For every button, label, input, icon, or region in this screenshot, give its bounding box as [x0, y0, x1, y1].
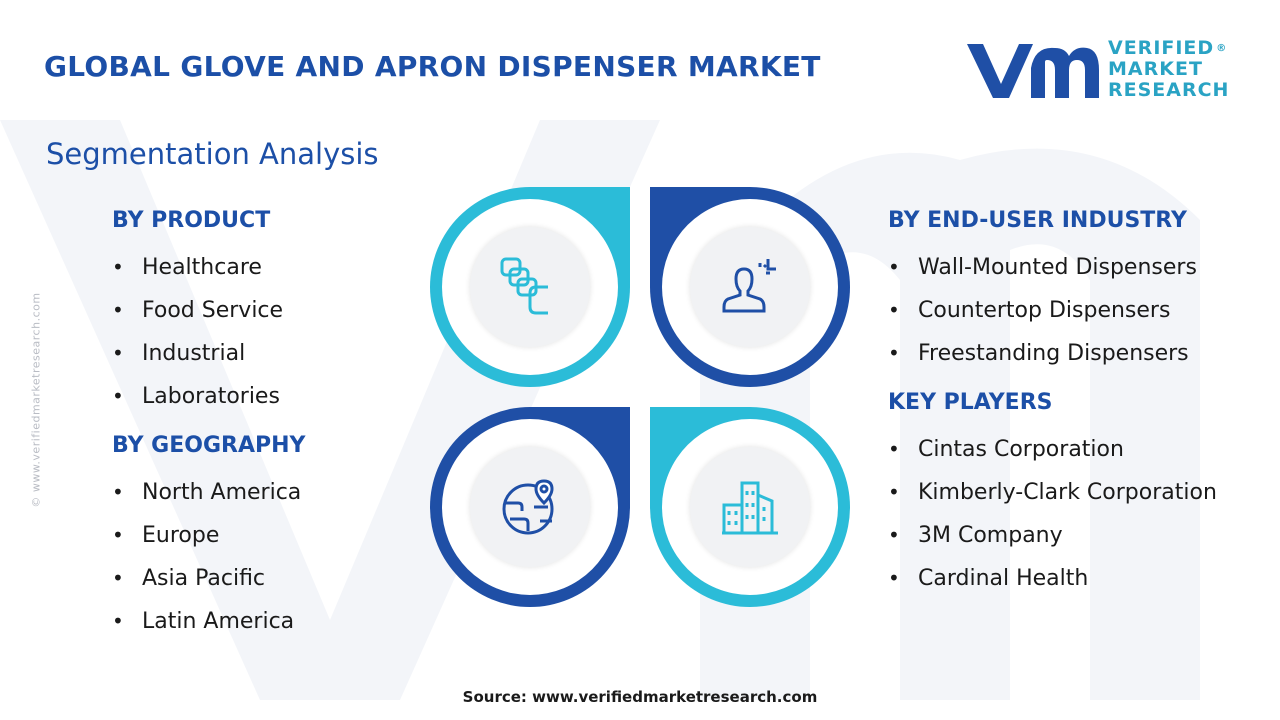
list-item: Food Service — [112, 289, 422, 332]
list-item: Latin America — [112, 600, 422, 643]
list-item: Kimberly-Clark Corporation — [888, 471, 1258, 514]
list-item: Countertop Dispensers — [888, 289, 1258, 332]
list-item: Asia Pacific — [112, 557, 422, 600]
list-item: Laboratories — [112, 375, 422, 418]
page-title: GLOBAL GLOVE AND APRON DISPENSER MARKET — [44, 50, 821, 83]
product-heading: BY PRODUCT — [112, 208, 271, 233]
list-item: 3M Company — [888, 514, 1258, 557]
logo-line-2: MARKET — [1108, 58, 1203, 80]
vmr-logo-icon — [967, 44, 1099, 98]
list-item: Cintas Corporation — [888, 428, 1258, 471]
geography-list: North America Europe Asia Pacific Latin … — [112, 471, 422, 643]
logo-line-3: RESEARCH — [1108, 79, 1230, 101]
quadrant-inner-circle — [690, 227, 810, 347]
quadrant-product — [430, 187, 630, 387]
list-item: North America — [112, 471, 422, 514]
geography-heading: BY GEOGRAPHY — [112, 433, 306, 458]
section-subtitle: Segmentation Analysis — [46, 137, 379, 171]
key-players-heading: KEY PLAYERS — [888, 390, 1053, 415]
user-profile-icon — [722, 259, 776, 313]
registered-mark: ® — [1216, 43, 1228, 54]
list-item: Freestanding Dispensers — [888, 332, 1258, 375]
end-user-list: Wall-Mounted Dispensers Countertop Dispe… — [888, 246, 1258, 375]
brand-logo: VERIFIED ® MARKET RESEARCH — [965, 36, 1235, 106]
right-segment-column: BY END-USER INDUSTRY Wall-Mounted Dispen… — [888, 203, 1258, 610]
buildings-icon — [722, 481, 778, 535]
list-item: Industrial — [112, 332, 422, 375]
quadrant-end-user — [650, 187, 850, 387]
globe-location-icon — [502, 479, 554, 535]
list-item: Cardinal Health — [888, 557, 1258, 600]
side-credit: © www.verifiedmarketresearch.com — [29, 292, 43, 508]
logo-line-1: VERIFIED — [1108, 37, 1215, 59]
key-players-list: Cintas Corporation Kimberly-Clark Corpor… — [888, 428, 1258, 600]
quadrant-inner-circle — [470, 447, 590, 567]
end-user-heading: BY END-USER INDUSTRY — [888, 208, 1187, 233]
source-footer: Source: www.verifiedmarketresearch.com — [462, 688, 818, 706]
list-item: Healthcare — [112, 246, 422, 289]
list-item: Wall-Mounted Dispensers — [888, 246, 1258, 289]
stacked-boxes-icon — [500, 257, 548, 315]
product-list: Healthcare Food Service Industrial Labor… — [112, 246, 422, 418]
quadrant-key-players — [650, 407, 850, 607]
logo-text: VERIFIED ® MARKET RESEARCH — [1108, 38, 1229, 101]
quadrant-geography — [430, 407, 630, 607]
quadrant-inner-circle — [690, 447, 810, 567]
list-item: Europe — [112, 514, 422, 557]
left-segment-column: BY PRODUCT Healthcare Food Service Indus… — [112, 203, 422, 653]
quadrant-inner-circle — [470, 227, 590, 347]
